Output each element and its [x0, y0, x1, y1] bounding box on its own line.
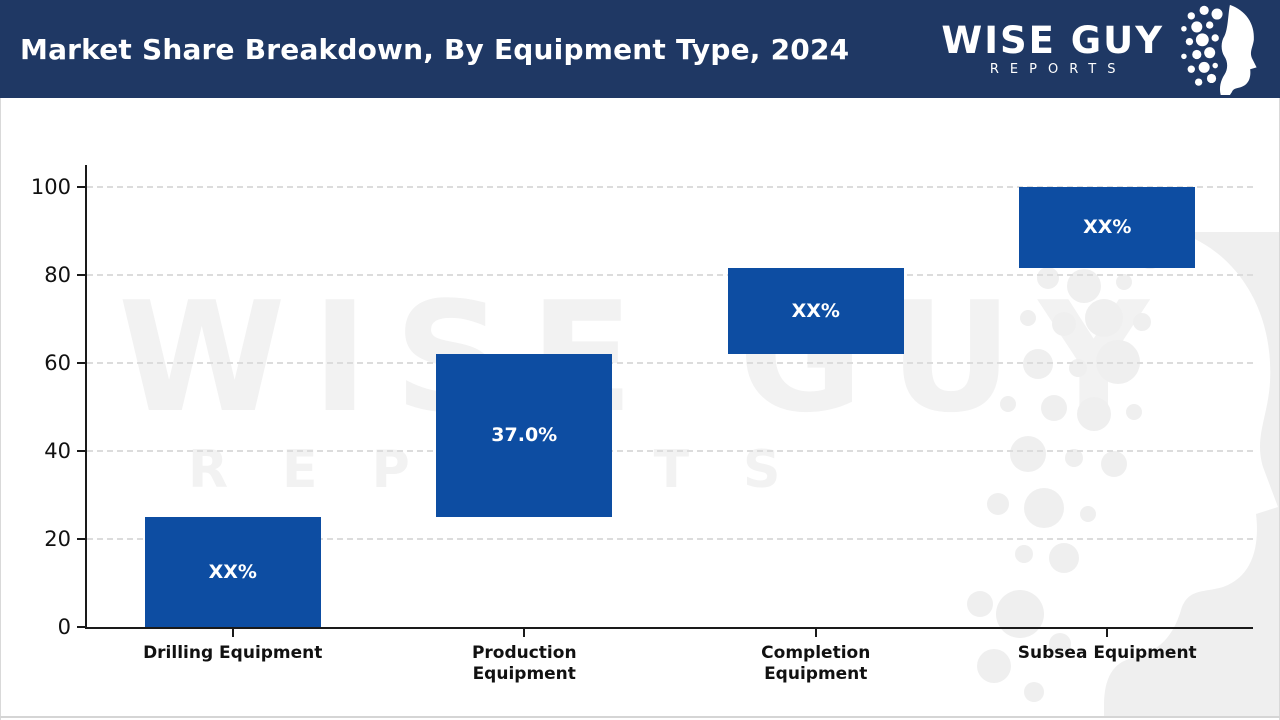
watermark-wordmark: WISE GUY [118, 269, 1175, 446]
y-tick-mark [77, 361, 85, 364]
gridline-y-60 [87, 361, 1253, 364]
y-tick-mark [77, 537, 85, 540]
brand-tagline: REPORTS [989, 61, 1127, 77]
x-tick-mark [231, 629, 234, 637]
bar-completion-equipment: XX% [727, 268, 904, 354]
watermark-face-dots [967, 225, 1280, 716]
brand-wordmark: WISE GUY REPORTS [941, 18, 1164, 77]
gridline-y-40 [87, 449, 1253, 452]
y-tick-label: 100 [30, 174, 71, 199]
page-title: Market Share Breakdown, By Equipment Typ… [20, 32, 850, 66]
x-tick-label-completion-equipment: Completion Equipment [761, 643, 871, 684]
gridline-y-20 [87, 537, 1253, 540]
y-tick-mark [77, 185, 85, 188]
x-tick-mark [523, 629, 526, 637]
brand-face-icon [1181, 4, 1257, 95]
gridline-y-100 [87, 185, 1253, 188]
y-tick-label: 80 [44, 262, 71, 287]
y-tick-mark [77, 626, 85, 628]
bar-drilling-equipment: XX% [144, 516, 321, 627]
gridline-y-80 [87, 273, 1253, 276]
page-edge-left [0, 98, 1, 720]
brand-logo: WISE GUY REPORTS [941, 0, 1262, 98]
bar-production-equipment: 37.0% [436, 354, 613, 517]
y-tick-label: 0 [57, 615, 71, 639]
chart-plot-area: 0 20 40 60 80 100 XX% 37.0% XX% XX% Drilling Equ… [31, 165, 1253, 684]
x-tick-label-subsea-equipment: Subsea Equipment [1017, 643, 1197, 663]
y-tick-label: 20 [44, 526, 71, 551]
bar-subsea-equipment: XX% [1019, 186, 1196, 269]
y-tick-mark [77, 273, 85, 276]
bar-value-label: XX% [1083, 216, 1132, 239]
header: Market Share Breakdown, By Equipment Typ… [0, 0, 1280, 98]
bar-value-label: XX% [208, 560, 257, 583]
page-edge-bottom [0, 716, 1280, 718]
y-tick-mark [77, 449, 85, 452]
y-axis-spine [85, 165, 87, 629]
y-tick-label: 60 [44, 350, 71, 375]
x-tick-label-drilling-equipment: Drilling Equipment [143, 643, 323, 663]
bar-value-label: XX% [791, 300, 840, 323]
bar-value-label: 37.0% [491, 424, 558, 447]
x-tick-mark [814, 629, 817, 637]
x-axis-spine [85, 627, 1253, 629]
y-tick-label: 40 [44, 438, 71, 463]
brand-name: WISE GUY [941, 18, 1164, 62]
x-tick-mark [1106, 629, 1109, 637]
x-tick-label-production-equipment: Production Equipment [471, 643, 577, 684]
